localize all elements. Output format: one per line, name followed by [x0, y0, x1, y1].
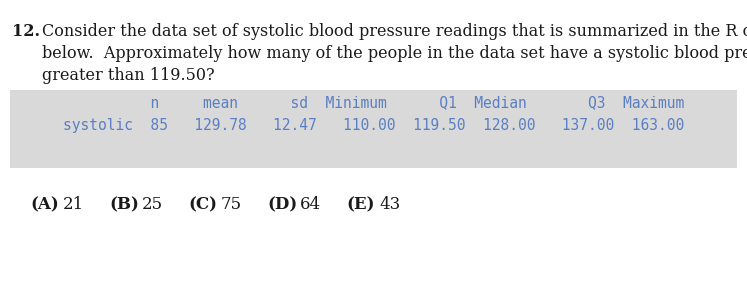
- Text: (A): (A): [30, 196, 59, 213]
- Text: 75: 75: [221, 196, 242, 213]
- Text: 25: 25: [142, 196, 163, 213]
- Text: (C): (C): [188, 196, 217, 213]
- Text: 43: 43: [379, 196, 400, 213]
- Text: 21: 21: [63, 196, 84, 213]
- Text: (B): (B): [109, 196, 139, 213]
- Bar: [10, 90, 737, 168]
- Text: n     mean      sd  Minimum      Q1  Median       Q3  Maximum: n mean sd Minimum Q1 Median Q3 Maximum: [63, 95, 684, 110]
- Text: 12.: 12.: [12, 23, 40, 40]
- Text: 64: 64: [300, 196, 321, 213]
- Text: Consider the data set of systolic blood pressure readings that is summarized in : Consider the data set of systolic blood …: [42, 23, 747, 40]
- Text: systolic  85   129.78   12.47   110.00  119.50  128.00   137.00  163.00: systolic 85 129.78 12.47 110.00 119.50 1…: [63, 118, 684, 133]
- Text: (D): (D): [267, 196, 297, 213]
- Text: (E): (E): [346, 196, 374, 213]
- Text: below.  Approximately how many of the people in the data set have a systolic blo: below. Approximately how many of the peo…: [42, 45, 747, 62]
- Text: greater than 119.50?: greater than 119.50?: [42, 67, 214, 84]
